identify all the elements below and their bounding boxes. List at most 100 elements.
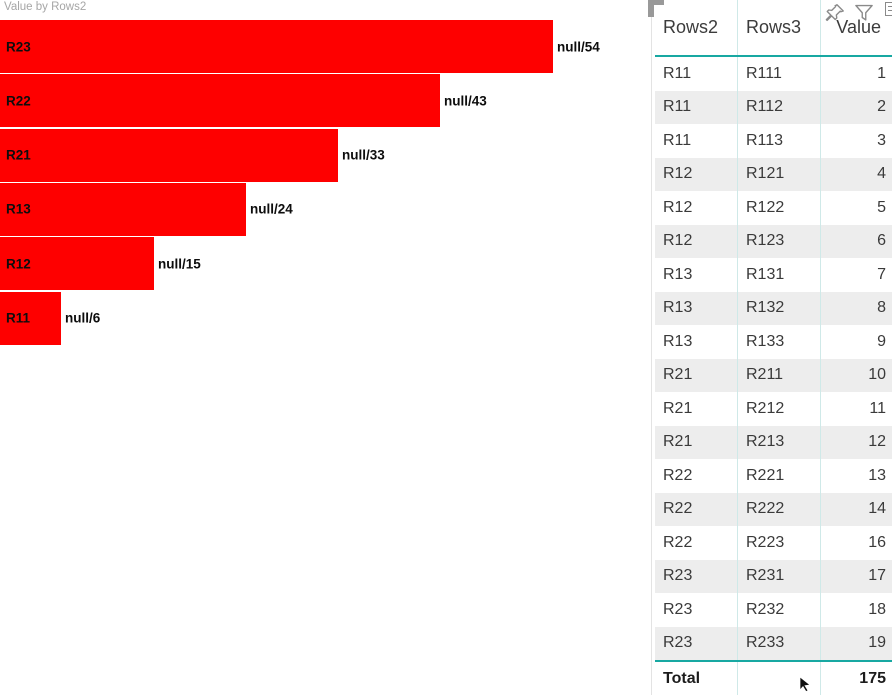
cell-value: 8 [820, 291, 892, 325]
category-label: R13 [6, 201, 31, 217]
cell-rows3: R211 [737, 358, 820, 392]
bar-row: R21 null/33 [0, 128, 650, 182]
cell-rows3: R212 [737, 392, 820, 426]
cell-rows2: R23 [655, 626, 737, 660]
cell-rows3: R133 [737, 325, 820, 359]
bar-R22[interactable] [0, 74, 440, 128]
cell-value: 11 [820, 392, 892, 426]
data-label: null/15 [158, 256, 201, 272]
total-label: Total [663, 670, 701, 687]
bar-R11[interactable] [0, 291, 61, 345]
cell-value: 13 [820, 459, 892, 493]
table-row[interactable]: R22 R223 16 [655, 526, 892, 560]
cell-rows3: R222 [737, 492, 820, 526]
bar-R23[interactable] [0, 20, 553, 73]
cell-rows2: R12 [655, 224, 737, 258]
cell-rows3: R231 [737, 559, 820, 593]
table-row[interactable]: R22 R222 14 [655, 492, 892, 526]
cell-value: 18 [820, 593, 892, 627]
cell-value: 19 [820, 626, 892, 660]
cell-rows3: R132 [737, 291, 820, 325]
table-total-row: Total 175 [655, 660, 892, 695]
cell-rows2: R21 [663, 399, 693, 417]
table-row[interactable]: R23 R232 18 [655, 593, 892, 627]
category-label: R23 [6, 39, 31, 54]
table-row[interactable]: R21 R211 10 [655, 358, 892, 392]
table-body: R11 R111 1 R11 R112 2 R11 R113 3 R12 R121 4 R12 R122 5… [655, 57, 892, 660]
table-row[interactable]: R23 R233 19 [655, 626, 892, 660]
chart-title: Value by Rows2 [4, 1, 87, 13]
cell-rows2: R13 [663, 332, 693, 350]
table-row[interactable]: R12 R122 5 [655, 191, 892, 225]
mouse-cursor [799, 676, 811, 692]
selection-corner-handle[interactable] [648, 0, 664, 5]
table-visual: Rows2 Rows3 Value R11 R111 1 R11 R112 2 R11 R113 3… [648, 0, 892, 695]
cell-rows2: R11 [655, 90, 737, 124]
table-row[interactable]: R23 R231 17 [655, 559, 892, 593]
bar-R12[interactable] [0, 237, 154, 291]
table-row[interactable]: R13 R133 9 [655, 325, 892, 359]
category-label: R12 [6, 256, 31, 272]
cell-value: 16 [820, 526, 892, 560]
cell-rows2: R11 [663, 131, 692, 149]
cell-rows2: R13 [663, 265, 693, 283]
cell-rows2: R12 [655, 157, 737, 191]
table-header-row: Rows2 Rows3 Value [655, 0, 892, 57]
cell-rows2: R23 [655, 559, 737, 593]
cell-rows2: R13 [655, 291, 737, 325]
cell-value: 5 [820, 191, 892, 225]
cell-rows3: R111 [737, 57, 820, 91]
cell-value: 4 [820, 157, 892, 191]
cell-rows3: R112 [737, 90, 820, 124]
cell-rows3: R233 [737, 626, 820, 660]
cell-rows3: R221 [737, 459, 820, 493]
table-row[interactable]: R21 R212 11 [655, 392, 892, 426]
cell-value: 14 [820, 492, 892, 526]
column-header-value[interactable]: Value [820, 0, 892, 55]
table-row[interactable]: R13 R131 7 [655, 258, 892, 292]
cell-rows2: R11 [663, 64, 692, 82]
cell-rows2: R22 [663, 466, 693, 484]
data-table: Rows2 Rows3 Value R11 R111 1 R11 R112 2 R11 R113 3… [655, 0, 892, 695]
category-label: R11 [6, 310, 31, 326]
cell-value: 7 [820, 258, 892, 292]
data-label: null/6 [65, 310, 101, 326]
partial-panel-icon[interactable] [885, 2, 892, 16]
total-spacer [737, 662, 820, 695]
bar-R21[interactable] [0, 128, 338, 182]
cell-rows3: R122 [737, 191, 820, 225]
table-row[interactable]: R12 R121 4 [655, 157, 892, 191]
table-row[interactable]: R12 R123 6 [655, 224, 892, 258]
category-label: R22 [6, 93, 31, 109]
pin-icon[interactable] [825, 3, 845, 23]
bar-row: R11 null/6 [0, 291, 650, 345]
table-row[interactable]: R21 R213 12 [655, 425, 892, 459]
column-header-rows2[interactable]: Rows2 [663, 17, 719, 37]
cell-rows3: R113 [737, 124, 820, 158]
cell-rows2: R21 [655, 425, 737, 459]
selection-corner-handle[interactable] [648, 0, 654, 17]
column-header-rows3[interactable]: Rows3 [737, 0, 820, 55]
cell-value: 2 [820, 90, 892, 124]
cell-rows3: R213 [737, 425, 820, 459]
cell-value: 12 [820, 425, 892, 459]
bar-row: R13 null/24 [0, 182, 650, 236]
cell-rows2: R12 [663, 198, 693, 216]
total-value: 175 [820, 662, 892, 695]
table-row[interactable]: R22 R221 13 [655, 459, 892, 493]
cell-rows3: R223 [737, 526, 820, 560]
table-row[interactable]: R11 R111 1 [655, 57, 892, 91]
cell-rows3: R131 [737, 258, 820, 292]
cell-value: 9 [820, 325, 892, 359]
bar-chart-visual: Value by Rows2 R23 null/54 R22 null/43 R21 nu… [0, 1, 650, 345]
cell-rows2: R22 [663, 533, 693, 551]
table-row[interactable]: R11 R112 2 [655, 90, 892, 124]
table-row[interactable]: R11 R113 3 [655, 124, 892, 158]
data-label: null/24 [250, 201, 293, 217]
filter-icon[interactable] [854, 3, 874, 23]
cell-rows3: R121 [737, 157, 820, 191]
bar-R13[interactable] [0, 182, 246, 236]
data-label: null/43 [444, 93, 487, 109]
table-row[interactable]: R13 R132 8 [655, 291, 892, 325]
data-label: null/54 [557, 39, 600, 54]
